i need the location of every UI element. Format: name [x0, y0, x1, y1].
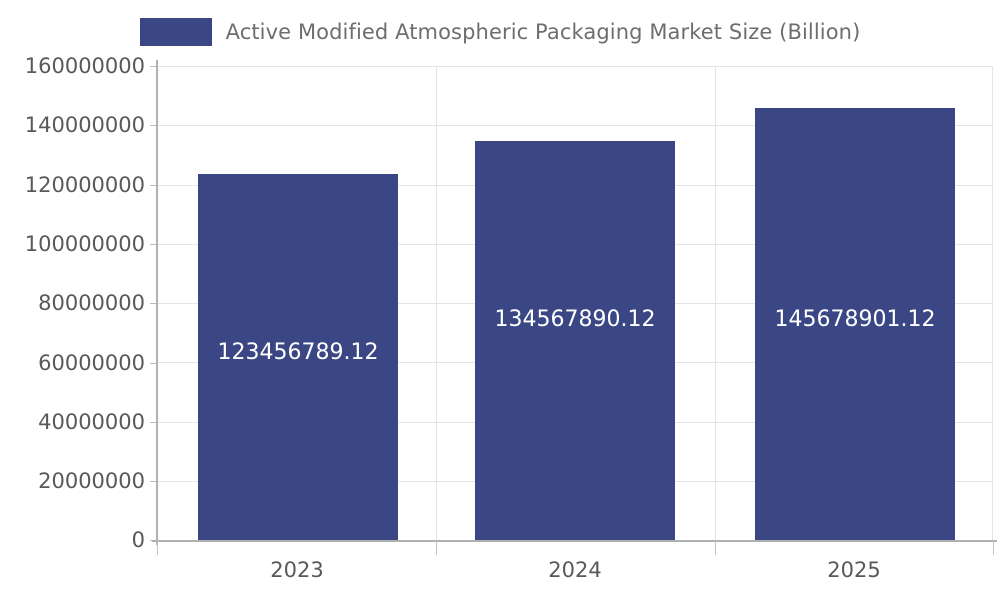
y-tick-mark: [150, 481, 157, 482]
x-tick-label-2025: 2025: [827, 558, 881, 582]
y-tick-mark: [150, 244, 157, 245]
y-tick-mark: [150, 66, 157, 67]
y-tick-label-140000000: 140000000: [24, 113, 145, 137]
gridline-vertical: [715, 66, 716, 540]
bar-value-label-2025: 145678901.12: [774, 307, 936, 332]
plot-area: 123456789.12 134567890.12 145678901.12: [157, 66, 993, 540]
legend-item-market-size[interactable]: Active Modified Atmospheric Packaging Ma…: [139, 18, 861, 46]
y-tick-label-0: 0: [131, 528, 145, 552]
chart-legend: Active Modified Atmospheric Packaging Ma…: [0, 14, 1000, 50]
y-tick-label-20000000: 20000000: [38, 469, 145, 493]
x-axis-line: [152, 540, 997, 542]
bar-2024[interactable]: 134567890.12: [475, 141, 675, 540]
y-tick-label-80000000: 80000000: [38, 291, 145, 315]
y-axis-line: [156, 60, 158, 545]
y-tick-mark: [150, 303, 157, 304]
gridline-vertical: [436, 66, 437, 540]
y-tick-label-60000000: 60000000: [38, 351, 145, 375]
y-tick-mark: [150, 125, 157, 126]
y-tick-label-120000000: 120000000: [24, 173, 145, 197]
gridline-horizontal: [157, 125, 993, 126]
legend-color-swatch-icon: [139, 18, 212, 46]
x-tick-separator: [715, 541, 716, 555]
y-tick-label-40000000: 40000000: [38, 410, 145, 434]
bar-value-label-2024: 134567890.12: [494, 307, 656, 332]
legend-item-label: Active Modified Atmospheric Packaging Ma…: [225, 20, 861, 44]
x-tick-separator: [436, 541, 437, 555]
bar-2025[interactable]: 145678901.12: [755, 108, 955, 540]
y-tick-label-160000000: 160000000: [24, 54, 145, 78]
gridline-vertical: [992, 66, 993, 540]
gridline-horizontal: [157, 66, 993, 67]
bar-value-label-2023: 123456789.12: [217, 340, 379, 365]
y-tick-mark: [150, 422, 157, 423]
x-tick-separator: [157, 541, 158, 555]
x-tick-label-2023: 2023: [270, 558, 324, 582]
x-tick-label-2024: 2024: [548, 558, 602, 582]
bar-2023[interactable]: 123456789.12: [198, 174, 398, 540]
y-tick-mark: [150, 363, 157, 364]
y-tick-mark: [150, 185, 157, 186]
y-tick-label-100000000: 100000000: [24, 232, 145, 256]
x-tick-separator: [993, 541, 994, 555]
